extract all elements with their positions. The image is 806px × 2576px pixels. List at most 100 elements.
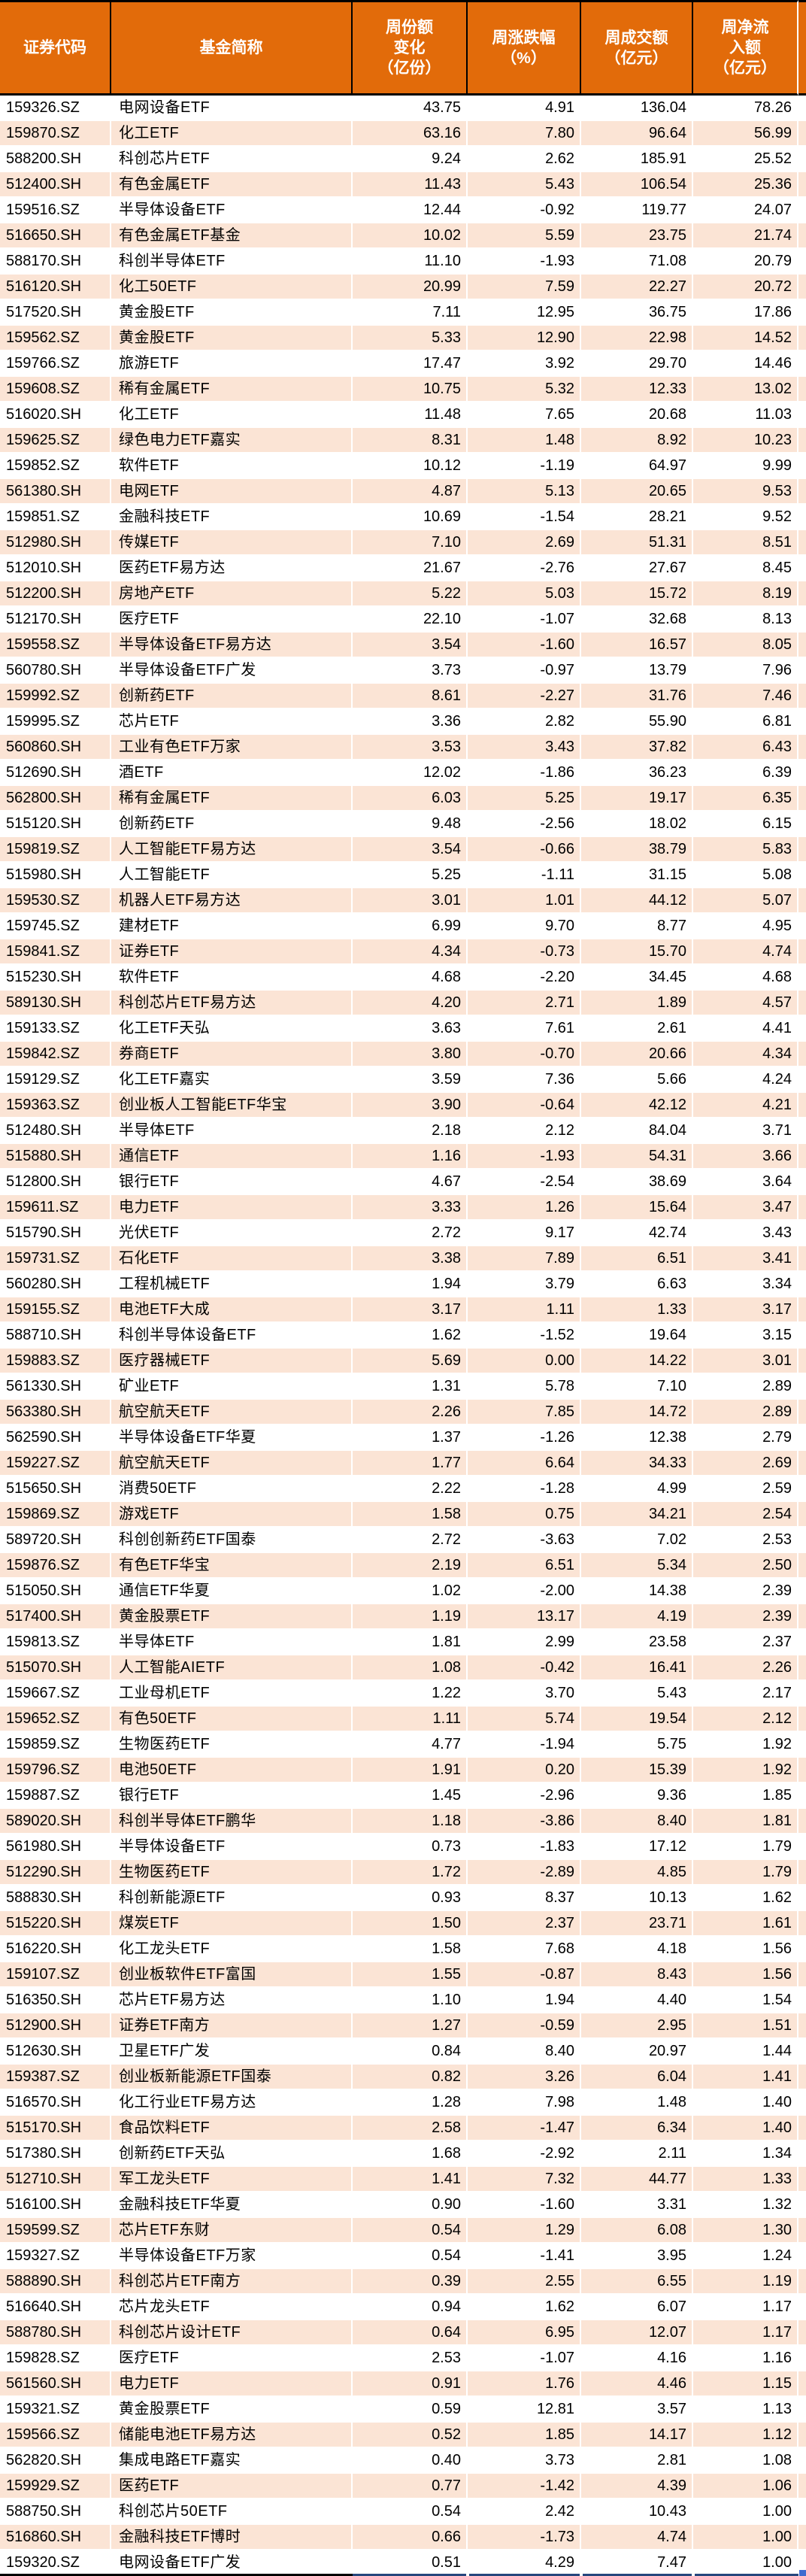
pct-change-cell[interactable]: 2.12 xyxy=(468,1118,581,1144)
turnover-cell[interactable]: 6.07 xyxy=(581,2295,693,2320)
name-cell[interactable]: 科创芯片ETF南方 xyxy=(111,2269,353,2295)
pct-change-cell[interactable]: 7.89 xyxy=(468,1246,581,1272)
share-change-cell[interactable]: 4.34 xyxy=(353,939,468,965)
net-inflow-cell[interactable]: 20.79 xyxy=(693,249,798,275)
pct-change-cell[interactable]: 6.64 xyxy=(468,1451,581,1476)
pct-change-cell[interactable]: 6.51 xyxy=(468,1553,581,1579)
code-cell[interactable]: 516570.SH xyxy=(0,2090,111,2116)
share-change-cell[interactable]: 2.72 xyxy=(353,1528,468,1553)
selection-fill-handle[interactable] xyxy=(799,2570,806,2576)
code-cell[interactable]: 516120.SH xyxy=(0,275,111,300)
share-change-cell[interactable]: 8.31 xyxy=(353,428,468,454)
code-cell[interactable]: 561560.SH xyxy=(0,2371,111,2397)
share-change-cell[interactable]: 3.90 xyxy=(353,1093,468,1118)
share-change-cell[interactable]: 1.50 xyxy=(353,1911,468,1937)
name-cell[interactable]: 化工ETF天弘 xyxy=(111,1016,353,1042)
pct-change-cell[interactable]: 2.82 xyxy=(468,709,581,735)
turnover-cell[interactable]: 22.98 xyxy=(581,326,693,351)
name-cell[interactable]: 光伏ETF xyxy=(111,1221,353,1246)
pct-change-cell[interactable]: -1.42 xyxy=(468,2474,581,2499)
net-inflow-cell[interactable]: 1.13 xyxy=(693,2397,798,2423)
code-cell[interactable]: 159363.SZ xyxy=(0,1093,111,1118)
name-cell[interactable]: 电力ETF xyxy=(111,1195,353,1221)
code-cell[interactable]: 515170.SH xyxy=(0,2116,111,2141)
turnover-cell[interactable]: 12.38 xyxy=(581,1425,693,1451)
net-inflow-cell[interactable]: 8.13 xyxy=(693,607,798,633)
net-inflow-cell[interactable]: 2.50 xyxy=(693,1553,798,1579)
code-cell[interactable]: 515790.SH xyxy=(0,1221,111,1246)
pct-change-cell[interactable]: -0.70 xyxy=(468,1042,581,1067)
name-cell[interactable]: 有色50ETF xyxy=(111,1707,353,1732)
name-cell[interactable]: 人工智能AIETF xyxy=(111,1655,353,1681)
net-inflow-cell[interactable]: 2.17 xyxy=(693,1681,798,1707)
name-cell[interactable]: 电网ETF xyxy=(111,479,353,505)
name-cell[interactable]: 半导体设备ETF xyxy=(111,198,353,223)
name-cell[interactable]: 电网设备ETF广发 xyxy=(111,2550,353,2576)
share-change-cell[interactable]: 3.80 xyxy=(353,1042,468,1067)
turnover-cell[interactable]: 19.17 xyxy=(581,786,693,812)
name-cell[interactable]: 创新药ETF天弘 xyxy=(111,2141,353,2167)
net-inflow-cell[interactable]: 6.35 xyxy=(693,786,798,812)
name-cell[interactable]: 科创芯片设计ETF xyxy=(111,2320,353,2346)
turnover-cell[interactable]: 38.79 xyxy=(581,837,693,863)
code-cell[interactable]: 512290.SH xyxy=(0,1860,111,1886)
code-cell[interactable]: 159652.SZ xyxy=(0,1707,111,1732)
pct-change-cell[interactable]: -1.94 xyxy=(468,1732,581,1758)
code-cell[interactable]: 589020.SH xyxy=(0,1809,111,1834)
net-inflow-cell[interactable]: 9.53 xyxy=(693,479,798,505)
name-cell[interactable]: 半导体设备ETF易方达 xyxy=(111,633,353,658)
turnover-cell[interactable]: 64.97 xyxy=(581,454,693,479)
code-cell[interactable]: 159813.SZ xyxy=(0,1630,111,1655)
turnover-cell[interactable]: 7.02 xyxy=(581,1528,693,1553)
name-cell[interactable]: 科创半导体ETF鹏华 xyxy=(111,1809,353,1834)
name-cell[interactable]: 工业母机ETF xyxy=(111,1681,353,1707)
turnover-cell[interactable]: 10.43 xyxy=(581,2499,693,2525)
share-change-cell[interactable]: 3.17 xyxy=(353,1297,468,1323)
name-cell[interactable]: 银行ETF xyxy=(111,1783,353,1809)
share-change-cell[interactable]: 1.41 xyxy=(353,2167,468,2192)
name-cell[interactable]: 软件ETF xyxy=(111,454,353,479)
turnover-cell[interactable]: 12.33 xyxy=(581,377,693,402)
turnover-cell[interactable]: 16.41 xyxy=(581,1655,693,1681)
turnover-cell[interactable]: 15.64 xyxy=(581,1195,693,1221)
code-cell[interactable]: 517380.SH xyxy=(0,2141,111,2167)
share-change-cell[interactable]: 1.18 xyxy=(353,1809,468,1834)
code-cell[interactable]: 159842.SZ xyxy=(0,1042,111,1067)
pct-change-cell[interactable]: 7.68 xyxy=(468,1937,581,1962)
code-cell[interactable]: 515650.SH xyxy=(0,1476,111,1502)
name-cell[interactable]: 化工ETF嘉实 xyxy=(111,1067,353,1093)
pct-change-cell[interactable]: -0.59 xyxy=(468,2013,581,2039)
code-cell[interactable]: 159155.SZ xyxy=(0,1297,111,1323)
code-cell[interactable]: 159320.SZ xyxy=(0,2550,111,2576)
name-cell[interactable]: 化工50ETF xyxy=(111,275,353,300)
code-cell[interactable]: 159599.SZ xyxy=(0,2218,111,2244)
pct-change-cell[interactable]: 2.71 xyxy=(468,991,581,1016)
code-cell[interactable]: 159876.SZ xyxy=(0,1553,111,1579)
turnover-cell[interactable]: 6.04 xyxy=(581,2065,693,2090)
share-change-cell[interactable]: 1.77 xyxy=(353,1451,468,1476)
name-cell[interactable]: 芯片ETF易方达 xyxy=(111,1988,353,2013)
net-inflow-cell[interactable]: 78.26 xyxy=(693,96,798,121)
share-change-cell[interactable]: 12.44 xyxy=(353,198,468,223)
pct-change-cell[interactable]: -1.07 xyxy=(468,607,581,633)
share-change-cell[interactable]: 4.87 xyxy=(353,479,468,505)
share-change-cell[interactable]: 5.22 xyxy=(353,581,468,607)
pct-change-cell[interactable]: -1.07 xyxy=(468,2346,581,2371)
net-inflow-cell[interactable]: 8.19 xyxy=(693,581,798,607)
code-cell[interactable]: 562820.SH xyxy=(0,2448,111,2474)
turnover-cell[interactable]: 8.43 xyxy=(581,1962,693,1988)
name-cell[interactable]: 软件ETF xyxy=(111,965,353,991)
share-change-cell[interactable]: 3.01 xyxy=(353,888,468,914)
net-inflow-cell[interactable]: 4.95 xyxy=(693,914,798,939)
name-cell[interactable]: 游戏ETF xyxy=(111,1502,353,1528)
turnover-cell[interactable]: 4.85 xyxy=(581,1860,693,1886)
pct-change-cell[interactable]: 2.62 xyxy=(468,147,581,172)
turnover-cell[interactable]: 119.77 xyxy=(581,198,693,223)
net-inflow-cell[interactable]: 6.43 xyxy=(693,735,798,760)
turnover-cell[interactable]: 28.21 xyxy=(581,505,693,530)
name-cell[interactable]: 证券ETF xyxy=(111,939,353,965)
net-inflow-cell[interactable]: 1.30 xyxy=(693,2218,798,2244)
share-change-cell[interactable]: 9.48 xyxy=(353,812,468,837)
share-change-cell[interactable]: 4.20 xyxy=(353,991,468,1016)
turnover-cell[interactable]: 1.89 xyxy=(581,991,693,1016)
